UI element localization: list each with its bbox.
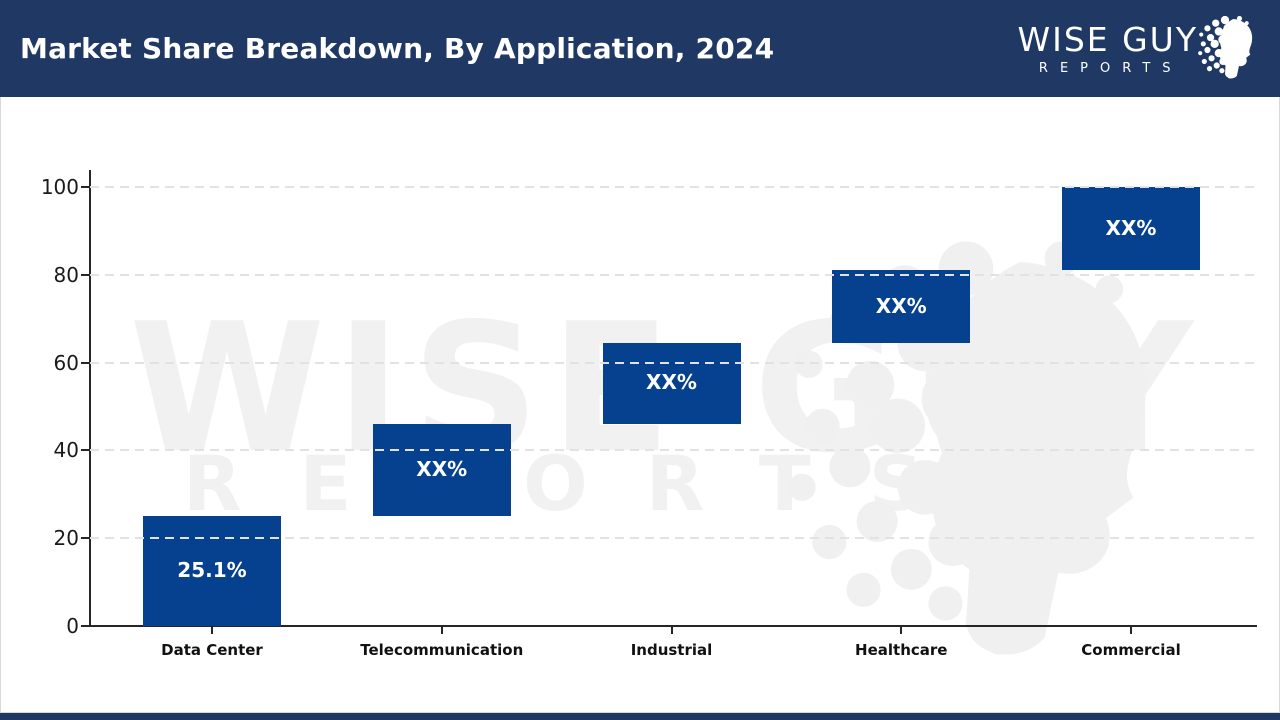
bar-data-center (143, 515, 281, 626)
bar-telecommunication (372, 424, 511, 516)
x-tick-mark (1130, 627, 1132, 634)
x-axis-line (89, 625, 1257, 627)
y-axis-line (89, 170, 91, 627)
x-category-label: Industrial (630, 641, 713, 659)
y-tick-label: 80 (53, 262, 79, 287)
bar-value-label: 25.1% (177, 557, 247, 582)
bar-commercial (1062, 187, 1200, 271)
header-bar: Market Share Breakdown, By Application, … (0, 0, 1280, 97)
x-category-label: Healthcare (855, 641, 948, 659)
bar-value-label: XX% (875, 293, 927, 318)
x-tick-mark (670, 627, 673, 634)
gridline (90, 361, 1256, 364)
footer-bar (0, 713, 1280, 720)
x-tick-mark (900, 627, 903, 634)
gridline (90, 449, 1256, 452)
wise-guy-logo: WISE GUY REPORTS (1017, 7, 1256, 91)
gridline (90, 186, 1256, 188)
y-tick-label: 20 (53, 526, 79, 551)
bar-value-label: XX% (416, 456, 468, 481)
y-tick-label: 100 (40, 175, 79, 199)
bar-healthcare (832, 270, 971, 343)
y-tick-mark (81, 537, 89, 540)
gridline (90, 537, 1256, 540)
bar-value-label: XX% (1105, 215, 1157, 240)
y-tick-mark (81, 625, 89, 627)
y-tick-mark (81, 186, 89, 188)
y-tick-mark (81, 361, 89, 364)
bar-industrial (602, 342, 741, 425)
dotted-head-icon (1194, 13, 1256, 85)
logo-brand-text: WISE GUY (1017, 19, 1198, 59)
gridline (90, 273, 1256, 276)
x-category-label: Commercial (1081, 641, 1181, 659)
x-category-label: Telecommunication (360, 641, 524, 659)
y-tick-mark (81, 449, 89, 452)
x-tick-mark (440, 627, 443, 634)
x-tick-mark (211, 627, 213, 634)
logo-sub-text: REPORTS (1038, 60, 1183, 76)
chart-title: Market Share Breakdown, By Application, … (20, 32, 775, 65)
y-tick-label: 0 (66, 614, 79, 638)
bar-value-label: XX% (646, 370, 697, 395)
y-tick-label: 40 (53, 438, 79, 463)
y-tick-mark (81, 273, 89, 276)
y-tick-label: 60 (53, 350, 79, 375)
x-category-label: Data Center (161, 641, 263, 659)
